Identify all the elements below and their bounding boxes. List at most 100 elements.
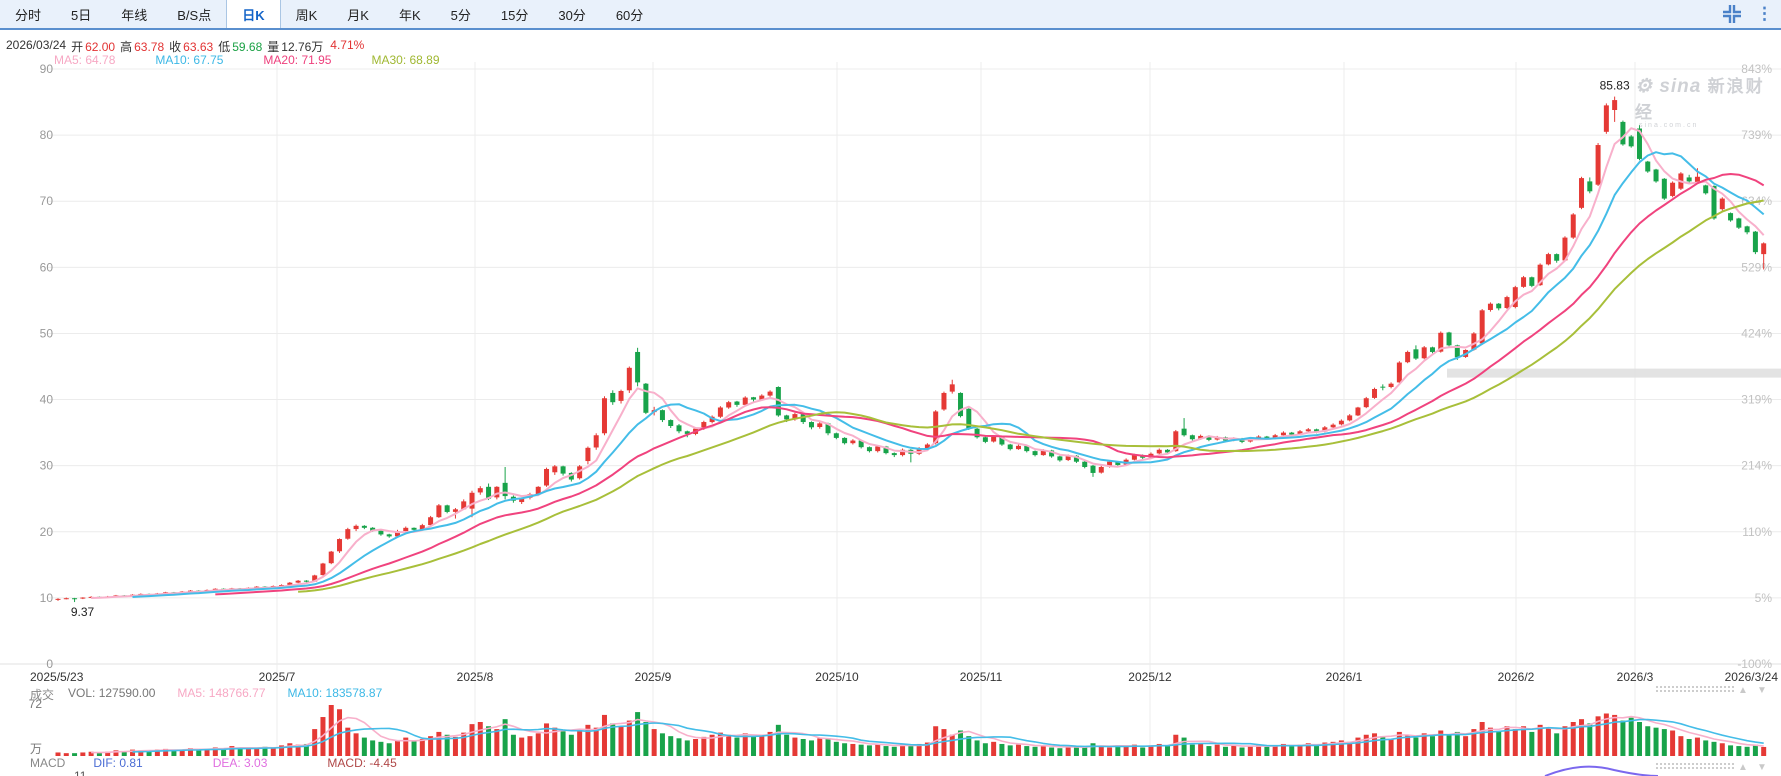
- candle-body: [461, 501, 467, 510]
- volume-bar: [1347, 741, 1353, 756]
- candle-body: [875, 446, 881, 452]
- candle-body: [601, 398, 607, 434]
- volume-bar: [792, 737, 798, 756]
- tab-60分[interactable]: 60分: [615, 7, 644, 23]
- candle-body: [403, 527, 409, 532]
- pane-up-arrow[interactable]: ▲: [1738, 685, 1748, 696]
- candle-body: [1686, 177, 1692, 182]
- volume-bar: [1305, 743, 1311, 756]
- candle-body: [1098, 466, 1104, 473]
- candle-body: [1189, 435, 1195, 440]
- candle-body: [900, 449, 906, 456]
- tab-年K[interactable]: 年K: [398, 7, 421, 23]
- volume-bar: [684, 740, 690, 756]
- volume-bar: [1073, 747, 1079, 756]
- tab-日K[interactable]: 日K: [226, 0, 281, 28]
- collapse-icon[interactable]: [1722, 4, 1742, 24]
- volume-bar: [1289, 746, 1295, 756]
- volume-bar: [734, 737, 740, 756]
- tab-5日[interactable]: 5日: [71, 7, 92, 23]
- volume-bar: [1247, 746, 1253, 756]
- candle-body: [684, 431, 690, 434]
- volume-bar: [494, 729, 500, 756]
- candle-body: [353, 525, 359, 530]
- candle-body: [411, 527, 417, 530]
- candle-body: [949, 384, 955, 392]
- svg-text:5%: 5%: [1755, 591, 1773, 605]
- tab-年线[interactable]: 年线: [121, 7, 148, 23]
- candle-body: [833, 433, 839, 438]
- volume-bar: [610, 723, 616, 756]
- info-field: 低 59.68: [218, 40, 263, 54]
- volume-bar: [784, 734, 790, 756]
- candle-body: [295, 580, 301, 583]
- svg-text:110%: 110%: [1742, 525, 1772, 539]
- volume-bar: [1487, 727, 1493, 756]
- tab-B/S点[interactable]: B/S点: [177, 7, 212, 23]
- candle-body: [891, 453, 897, 456]
- volume-bar: [568, 734, 574, 756]
- pane-up-arrow-2[interactable]: ▲: [1738, 762, 1748, 773]
- svg-text:50: 50: [40, 326, 54, 340]
- tab-5分[interactable]: 5分: [450, 7, 471, 23]
- candle-body: [1156, 449, 1162, 454]
- volume-bar: [1082, 746, 1088, 756]
- candle-body: [1454, 345, 1460, 358]
- candle-body: [378, 530, 384, 535]
- volume-bar: [469, 724, 475, 756]
- tab-分时[interactable]: 分时: [15, 7, 42, 23]
- candle-body: [1537, 264, 1543, 286]
- macd-legend: MACD DIF: 0.81 DEA: 3.03 MACD: -4.45: [30, 756, 397, 770]
- volume-bar: [1330, 741, 1336, 756]
- volume-bar: [303, 743, 309, 756]
- volume-bar: [1372, 733, 1378, 756]
- volume-bar: [1131, 744, 1137, 756]
- volume-bar: [1206, 746, 1212, 756]
- tab-30分[interactable]: 30分: [558, 7, 586, 23]
- info-field: 开 62.00: [71, 40, 116, 54]
- candle-body: [436, 505, 442, 518]
- svg-text:2026/3/24: 2026/3/24: [1725, 670, 1779, 684]
- pane-resize-handle-top[interactable]: [1655, 685, 1735, 694]
- candle-body: [751, 397, 757, 400]
- volume-bar: [171, 750, 177, 756]
- tab-15分[interactable]: 15分: [500, 7, 529, 23]
- window-icons: ⋮: [1722, 4, 1773, 24]
- candle-body: [1761, 243, 1767, 255]
- volume-bar: [1694, 737, 1700, 756]
- candle-body: [974, 428, 980, 438]
- volume-bar: [999, 743, 1005, 756]
- volume-bar: [1670, 730, 1676, 756]
- volume-value: VOL: 127590.00: [68, 686, 156, 700]
- pane-down-arrow[interactable]: ▼: [1757, 685, 1767, 696]
- volume-bar: [519, 737, 525, 756]
- candle-body: [1521, 277, 1527, 287]
- more-menu-icon[interactable]: ⋮: [1756, 4, 1773, 23]
- svg-text:2025/7: 2025/7: [259, 670, 296, 684]
- volume-bar: [1636, 722, 1642, 756]
- candle-body: [1024, 445, 1030, 452]
- volume-bar: [262, 746, 268, 756]
- candle-body: [1504, 297, 1510, 308]
- volume-bar: [361, 737, 367, 756]
- tab-周K[interactable]: 周K: [295, 7, 318, 23]
- volume-bar: [1338, 740, 1344, 756]
- candle-body: [676, 425, 682, 432]
- candle-body: [1305, 429, 1311, 432]
- svg-text:-100%: -100%: [1737, 657, 1772, 671]
- volume-bar: [245, 748, 251, 756]
- volume-bar: [593, 727, 599, 756]
- candle-body: [1173, 431, 1179, 452]
- tab-月K[interactable]: 月K: [347, 7, 369, 23]
- volume-bar: [585, 724, 591, 756]
- svg-text:9.37: 9.37: [71, 605, 95, 619]
- pane-resize-handle-bottom[interactable]: [1655, 762, 1735, 771]
- candle-body: [808, 422, 814, 428]
- candle-body: [1479, 310, 1485, 344]
- candle-body: [1645, 161, 1651, 172]
- candle-body: [1206, 435, 1212, 440]
- pane-down-arrow-2[interactable]: ▼: [1757, 762, 1767, 773]
- candle-body: [444, 505, 450, 512]
- volume-bar: [941, 729, 947, 756]
